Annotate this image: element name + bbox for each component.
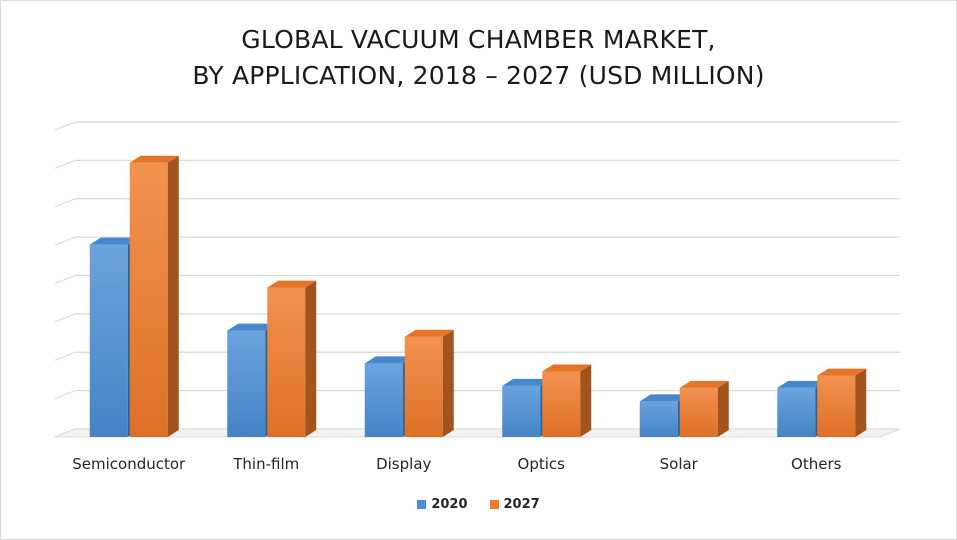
bar-2027-solar-top	[679, 380, 729, 388]
bar-2027-others-side	[855, 368, 867, 437]
bar-2027-semiconductor-side	[167, 155, 179, 437]
bar-2020-display-front	[364, 363, 403, 437]
x-tick-label-others: Others	[791, 455, 842, 473]
bar-2027-display-side	[442, 329, 454, 437]
bar-2020-thin-film-top	[227, 323, 277, 331]
chart-title-line-2: BY APPLICATION, 2018 – 2027 (USD MILLION…	[192, 61, 765, 90]
bar-2027-thin-film-top	[267, 280, 317, 288]
legend-item-2020: 2020	[417, 497, 468, 512]
bar-2020-thin-film-front	[227, 330, 266, 437]
legend-label-2020: 2020	[431, 497, 468, 512]
gridline-depth	[54, 351, 76, 361]
bar-2027-others-top	[817, 368, 867, 376]
gridline-depth	[54, 236, 76, 246]
x-tick-label-thin-film: Thin-film	[232, 455, 299, 473]
gridline-depth	[54, 159, 76, 169]
bar-2027-others-front	[817, 375, 856, 437]
gridline-depth	[54, 390, 76, 400]
legend-label-2027: 2027	[503, 497, 540, 512]
x-tick-label-display: Display	[376, 455, 431, 473]
x-tick-label-optics: Optics	[518, 455, 566, 473]
gridline-depth	[54, 198, 76, 208]
gridline-depth	[54, 274, 76, 285]
bar-2027-solar-front	[679, 387, 718, 437]
bar-2020-others-top	[777, 380, 827, 388]
x-tick-label-solar: Solar	[660, 455, 699, 473]
bar-2027-display-front	[404, 336, 443, 437]
x-tick-label-semiconductor: Semiconductor	[72, 455, 186, 473]
legend-swatch-2027	[489, 500, 499, 509]
bar-2027-thin-film-front	[267, 287, 306, 437]
bar-2027-solar-side	[717, 380, 729, 437]
bar-2020-solar-top	[639, 394, 689, 402]
bar-2020-others-front	[777, 387, 816, 437]
bar-2027-display-top	[404, 329, 454, 337]
bar-2027-optics-front	[542, 371, 581, 437]
chart-title-line-1: GLOBAL VACUUM CHAMBER MARKET,	[241, 25, 716, 54]
gridline-depth	[54, 313, 76, 323]
bar-2027-semiconductor-top	[129, 155, 179, 163]
bar-2020-optics-front	[502, 385, 541, 437]
chart-floor	[54, 428, 901, 438]
legend-swatch-2020	[417, 500, 427, 509]
chart-title: GLOBAL VACUUM CHAMBER MARKET, BY APPLICA…	[0, 22, 957, 94]
legend-item-2027: 2027	[489, 497, 540, 512]
bar-2020-optics-top	[502, 378, 552, 386]
bar-2027-optics-top	[542, 364, 592, 372]
bar-2020-display-top	[364, 356, 414, 364]
bar-2020-semiconductor-top	[89, 237, 139, 245]
gridline-depth	[54, 121, 76, 131]
bar-2027-thin-film-side	[305, 280, 317, 437]
bar-2020-solar-front	[639, 401, 678, 437]
bar-2020-semiconductor-front	[89, 244, 128, 437]
bar-2027-optics-side	[580, 364, 592, 437]
chart-legend: 2020 2027	[0, 497, 957, 512]
bar-2027-semiconductor-front	[129, 162, 168, 437]
